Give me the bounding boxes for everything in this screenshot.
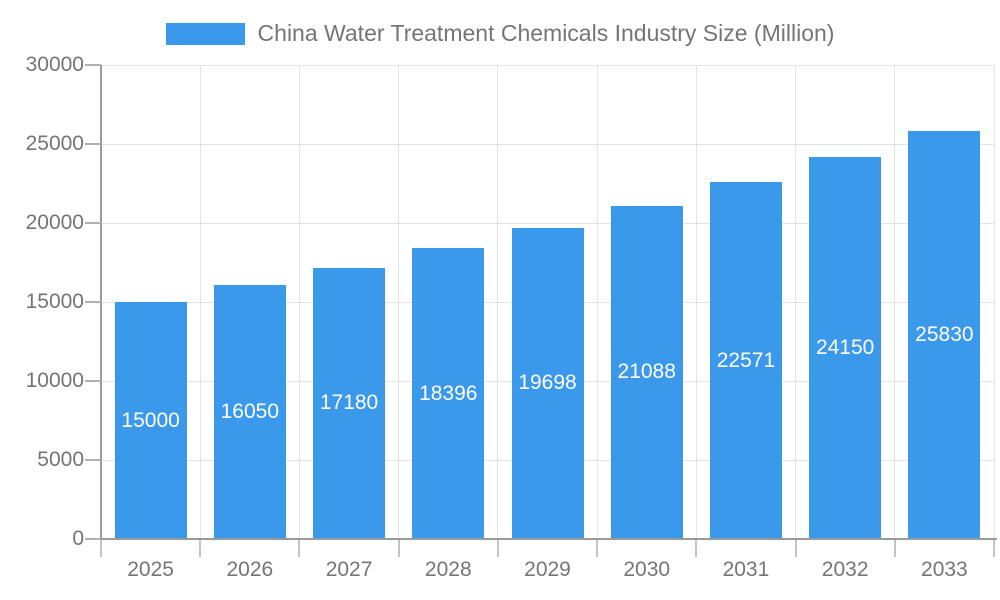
x-tick-mark <box>993 540 995 557</box>
v-gridline <box>596 65 598 539</box>
x-axis-label-2032: 2032 <box>821 558 869 581</box>
y-axis-label-5000: 5000 <box>37 448 84 471</box>
x-axis-label-2027: 2027 <box>325 558 373 581</box>
x-tick-mark <box>199 540 202 557</box>
y-axis-line <box>100 65 102 541</box>
bar-value-label-2030: 21088 <box>617 360 676 384</box>
bar-2033[interactable]: 25830 <box>908 130 981 539</box>
x-axis-label-2033: 2033 <box>921 558 968 581</box>
x-axis-label-2031: 2031 <box>722 558 770 581</box>
v-gridline <box>993 65 995 539</box>
x-tick-mark <box>397 540 400 557</box>
bar-value-label-2028: 18396 <box>419 381 478 405</box>
v-gridline <box>894 65 896 539</box>
bar-value-label-2029: 19698 <box>518 371 577 395</box>
x-axis-label-2028: 2028 <box>424 558 472 581</box>
legend-label: China Water Treatment Chemicals Industry… <box>257 20 835 46</box>
x-tick-mark <box>794 540 797 557</box>
x-tick-mark <box>298 540 301 557</box>
x-tick-mark <box>893 540 896 557</box>
h-gridline-25000 <box>101 143 994 145</box>
bar-2029[interactable]: 19698 <box>511 227 584 539</box>
x-tick-mark <box>100 540 102 557</box>
y-axis-label-20000: 20000 <box>25 211 84 234</box>
bar-value-label-2032: 24150 <box>815 336 875 360</box>
y-axis-label-0: 0 <box>72 527 84 550</box>
v-gridline <box>497 65 499 539</box>
y-tick-mark <box>85 380 101 382</box>
y-tick-mark <box>85 222 101 224</box>
bar-2032[interactable]: 24150 <box>809 157 882 539</box>
x-tick-mark <box>496 540 499 557</box>
y-tick-mark <box>85 143 101 145</box>
bar-2031[interactable]: 22571 <box>709 182 782 539</box>
legend-swatch <box>165 22 245 45</box>
h-gridline-20000 <box>101 222 994 224</box>
v-gridline <box>695 65 697 539</box>
x-axis-label-2029: 2029 <box>524 558 571 581</box>
legend[interactable]: China Water Treatment Chemicals Industry… <box>0 20 1000 47</box>
y-tick-mark <box>85 301 101 303</box>
bar-2026[interactable]: 16050 <box>213 285 286 539</box>
v-gridline <box>298 65 300 539</box>
y-axis-label-25000: 25000 <box>25 132 84 155</box>
bar-value-label-2026: 16050 <box>220 400 280 424</box>
x-axis-line <box>101 538 997 540</box>
x-axis-label-2030: 2030 <box>623 558 671 581</box>
h-gridline-30000 <box>101 64 994 66</box>
bar-value-label-2031: 22571 <box>716 348 776 372</box>
y-tick-mark <box>85 459 101 461</box>
bar-value-label-2025: 15000 <box>121 408 180 432</box>
x-tick-mark <box>695 540 698 557</box>
y-axis-label-15000: 15000 <box>25 290 84 313</box>
bar-value-label-2027: 17180 <box>319 391 379 415</box>
y-tick-mark <box>85 538 101 540</box>
bar-2030[interactable]: 21088 <box>610 205 683 539</box>
bar-2028[interactable]: 18396 <box>412 248 485 539</box>
y-axis-label-10000: 10000 <box>25 369 84 392</box>
bar-2027[interactable]: 17180 <box>313 267 386 539</box>
v-gridline <box>199 65 201 539</box>
bar-value-label-2033: 25830 <box>915 322 974 346</box>
bar-2025[interactable]: 15000 <box>114 302 187 539</box>
x-tick-mark <box>596 540 599 557</box>
y-axis-label-30000: 30000 <box>25 53 84 76</box>
v-gridline <box>795 65 797 539</box>
v-gridline <box>398 65 400 539</box>
x-axis-label-2026: 2026 <box>226 558 274 581</box>
x-axis-label-2025: 2025 <box>127 558 174 581</box>
y-tick-mark <box>85 64 101 66</box>
plot-area: 15000 16050 17180 18396 19698 21088 22571 24150… <box>101 64 995 539</box>
